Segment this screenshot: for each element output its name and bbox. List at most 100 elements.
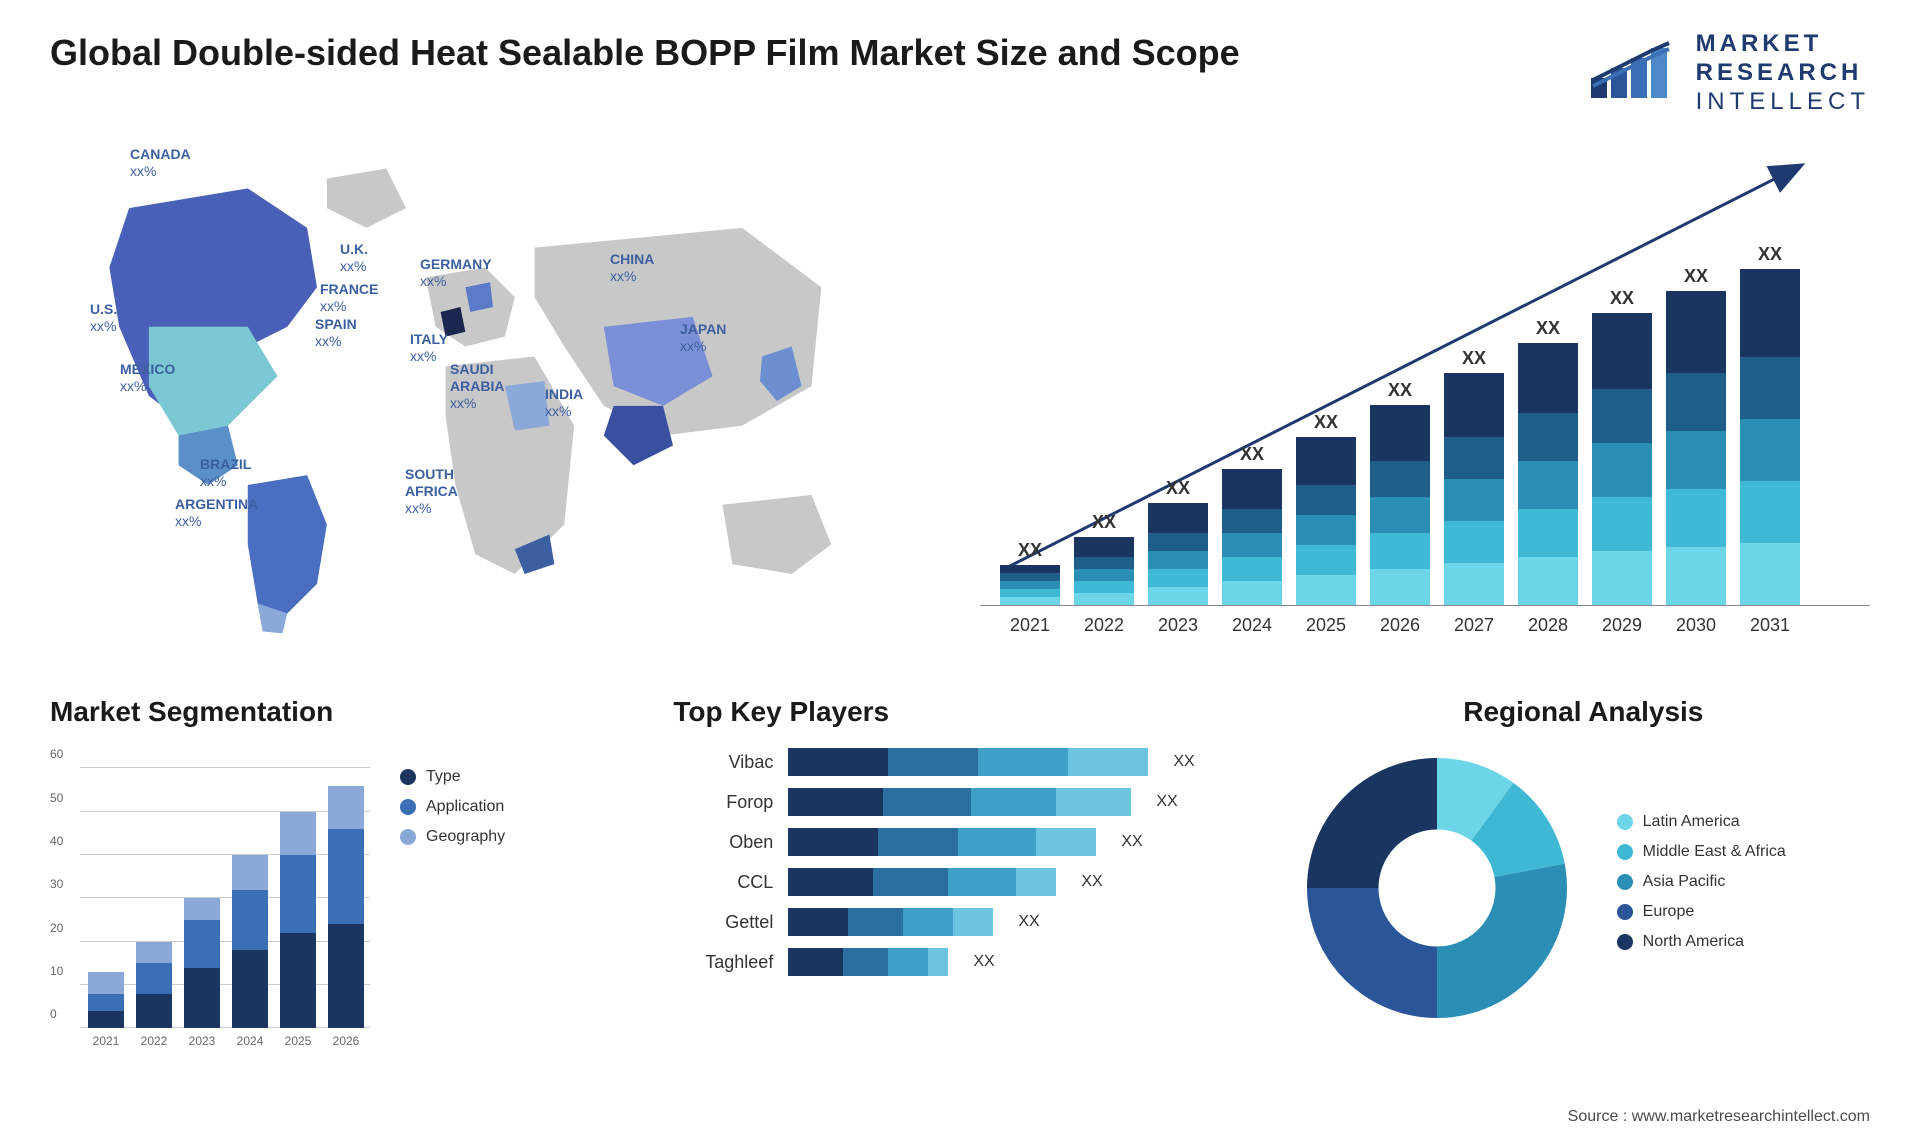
player-row: ObenXX xyxy=(673,828,1246,856)
segmentation-panel: Market Segmentation 0 10 20 30 40 50 60 2021 202… xyxy=(50,696,623,1096)
map-label-southafrica: SOUTHAFRICAxx% xyxy=(405,466,458,516)
growth-year-label: 2021 xyxy=(1000,615,1060,636)
growth-value-label: XX xyxy=(1444,348,1504,369)
growth-year-label: 2024 xyxy=(1222,615,1282,636)
regional-legend: Latin America Middle East & Africa Asia Pa… xyxy=(1617,813,1786,963)
regional-donut xyxy=(1297,748,1577,1028)
player-value: XX xyxy=(1081,873,1102,891)
growth-chart: 2021XX2022XX2023XX2024XX2025XX2026XX2027… xyxy=(980,136,1870,656)
growth-value-label: XX xyxy=(1074,512,1134,533)
seg-ytick: 0 xyxy=(50,1007,57,1021)
growth-value-label: XX xyxy=(1518,318,1578,339)
regional-legend-item: Asia Pacific xyxy=(1617,873,1786,891)
regional-title: Regional Analysis xyxy=(1297,696,1870,728)
players-chart: VibacXXForopXXObenXXCCLXXGettelXXTaghlee… xyxy=(673,748,1246,976)
segmentation-legend: Type Application Geography xyxy=(400,748,505,1048)
regional-panel: Regional Analysis Latin America Middle Ea… xyxy=(1297,696,1870,1096)
growth-bar-2021 xyxy=(1000,565,1060,605)
map-label-mexico: MEXICOxx% xyxy=(120,361,175,395)
seg-bar-2022 xyxy=(136,942,172,1029)
player-value: XX xyxy=(1156,793,1177,811)
growth-x-axis xyxy=(980,605,1870,606)
player-row: ForopXX xyxy=(673,788,1246,816)
growth-bar-2027 xyxy=(1444,373,1504,605)
seg-xtick: 2022 xyxy=(136,1034,172,1048)
growth-bar-2024 xyxy=(1222,469,1282,605)
map-label-india: INDIAxx% xyxy=(545,386,583,420)
map-label-italy: ITALYxx% xyxy=(410,331,448,365)
player-row: TaghleefXX xyxy=(673,948,1246,976)
seg-xtick: 2023 xyxy=(184,1034,220,1048)
seg-bar-2025 xyxy=(280,812,316,1029)
seg-gridline xyxy=(80,767,370,768)
growth-value-label: XX xyxy=(1740,244,1800,265)
player-name: Taghleef xyxy=(673,952,773,973)
seg-gridline xyxy=(80,941,370,942)
seg-xtick: 2021 xyxy=(88,1034,124,1048)
map-label-argentina: ARGENTINAxx% xyxy=(175,496,258,530)
growth-bar-2026 xyxy=(1370,405,1430,605)
seg-bar-2026 xyxy=(328,786,364,1029)
seg-ytick: 60 xyxy=(50,747,63,761)
regional-legend-item: North America xyxy=(1617,933,1786,951)
growth-bar-2022 xyxy=(1074,537,1134,605)
seg-ytick: 50 xyxy=(50,791,63,805)
seg-gridline xyxy=(80,811,370,812)
seg-ytick: 30 xyxy=(50,877,63,891)
seg-legend-item: Geography xyxy=(400,828,505,846)
segmentation-title: Market Segmentation xyxy=(50,696,623,728)
player-name: Gettel xyxy=(673,912,773,933)
player-row: Gettel XX xyxy=(673,908,1246,936)
seg-xtick: 2024 xyxy=(232,1034,268,1048)
player-value: XX xyxy=(1018,913,1039,931)
player-row: Vibac XX xyxy=(673,748,1246,776)
logo-bars-icon xyxy=(1591,38,1681,108)
player-bar xyxy=(788,908,993,936)
growth-value-label: XX xyxy=(1666,266,1726,287)
growth-year-label: 2026 xyxy=(1370,615,1430,636)
growth-bar-2025 xyxy=(1296,437,1356,605)
growth-year-label: 2028 xyxy=(1518,615,1578,636)
growth-value-label: XX xyxy=(1148,478,1208,499)
growth-year-label: 2027 xyxy=(1444,615,1504,636)
seg-ytick: 20 xyxy=(50,921,63,935)
segmentation-chart: 0 10 20 30 40 50 60 2021 2022 2023 2024 2025 2026 xyxy=(50,748,370,1048)
logo-line1: MARKET xyxy=(1696,30,1870,59)
donut-slice xyxy=(1307,888,1437,1018)
seg-ytick: 10 xyxy=(50,964,63,978)
growth-value-label: XX xyxy=(1592,288,1652,309)
player-bar xyxy=(788,948,948,976)
growth-year-label: 2030 xyxy=(1666,615,1726,636)
player-bar xyxy=(788,748,1148,776)
player-bar xyxy=(788,788,1131,816)
players-panel: Top Key Players VibacXXForopXXObenXXCCLX… xyxy=(673,696,1246,1096)
donut-slice xyxy=(1437,864,1567,1018)
growth-value-label: XX xyxy=(1222,444,1282,465)
logo-line3: INTELLECT xyxy=(1696,88,1870,117)
growth-value-label: XX xyxy=(1000,540,1060,561)
seg-bar-2021 xyxy=(88,972,124,1028)
growth-year-label: 2029 xyxy=(1592,615,1652,636)
regional-legend-item: Europe xyxy=(1617,903,1786,921)
player-name: CCL xyxy=(673,872,773,893)
growth-year-label: 2025 xyxy=(1296,615,1356,636)
seg-legend-item: Type xyxy=(400,768,505,786)
regional-legend-item: Middle East & Africa xyxy=(1617,843,1786,861)
map-label-germany: GERMANYxx% xyxy=(420,256,492,290)
seg-xtick: 2025 xyxy=(280,1034,316,1048)
seg-ytick: 40 xyxy=(50,834,63,848)
source-attribution: Source : www.marketresearchintellect.com xyxy=(1568,1108,1870,1126)
seg-xtick: 2026 xyxy=(328,1034,364,1048)
map-label-spain: SPAINxx% xyxy=(315,316,357,350)
map-label-us: U.S.xx% xyxy=(90,301,117,335)
growth-bar-2029 xyxy=(1592,313,1652,605)
player-name: Vibac xyxy=(673,752,773,773)
player-value: XX xyxy=(1173,753,1194,771)
players-title: Top Key Players xyxy=(673,696,1246,728)
seg-bar-2023 xyxy=(184,898,220,1028)
regional-legend-item: Latin America xyxy=(1617,813,1786,831)
player-value: XX xyxy=(1121,833,1142,851)
seg-legend-item: Application xyxy=(400,798,505,816)
map-label-france: FRANCExx% xyxy=(320,281,378,315)
logo-line2: RESEARCH xyxy=(1696,59,1870,88)
